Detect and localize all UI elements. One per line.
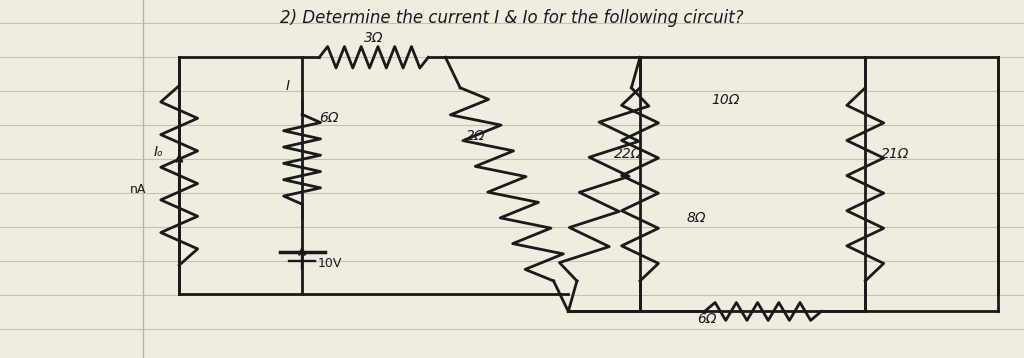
Text: 10Ω: 10Ω [712, 93, 740, 107]
Text: 3Ω: 3Ω [364, 31, 384, 45]
Text: 22Ω: 22Ω [614, 147, 643, 161]
Text: I: I [286, 79, 290, 93]
Text: 21Ω: 21Ω [881, 147, 909, 161]
Text: 6Ω: 6Ω [696, 312, 717, 326]
Text: 8Ω: 8Ω [686, 211, 706, 226]
Text: 6Ω: 6Ω [319, 111, 339, 125]
Text: 2Ω: 2Ω [466, 129, 485, 143]
Text: 10V: 10V [317, 257, 342, 270]
Text: 2) Determine the current I & Io for the following circuit?: 2) Determine the current I & Io for the … [281, 9, 743, 27]
Text: Iₒ: Iₒ [154, 145, 164, 159]
Text: nA: nA [130, 183, 146, 196]
